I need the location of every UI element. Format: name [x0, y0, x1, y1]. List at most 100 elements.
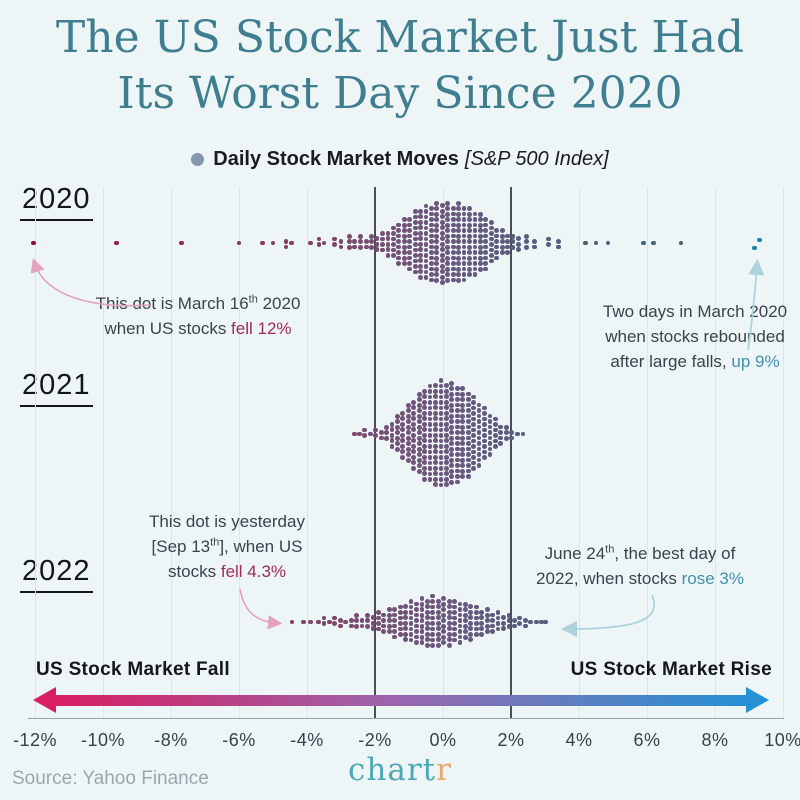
dot-2021 — [471, 394, 476, 400]
dot-2021 — [465, 452, 471, 457]
dot-2021 — [444, 476, 449, 482]
dot-2022 — [501, 620, 506, 626]
legend-detail: [S&P 500 Index] — [464, 148, 609, 170]
dot-2020 — [396, 228, 402, 233]
dot-2022 — [419, 623, 425, 629]
dot-2022 — [414, 623, 419, 629]
dot-2020 — [467, 272, 472, 278]
dot-2020 — [461, 239, 467, 244]
dot-2020 — [331, 242, 337, 247]
note-text: th — [248, 293, 258, 306]
dot-2020 — [429, 266, 434, 272]
dot-2022 — [354, 612, 360, 618]
dot-2020 — [380, 247, 385, 253]
dot-2020 — [467, 261, 472, 267]
dot-2021 — [433, 471, 438, 477]
dot-2022 — [430, 637, 436, 643]
dot-2020 — [450, 255, 456, 261]
dot-2021 — [444, 438, 449, 444]
dot-2022 — [446, 626, 452, 632]
dot-2022 — [435, 598, 441, 604]
dot-2022 — [392, 618, 398, 623]
tick-label--6: -6% — [222, 730, 256, 750]
dot-2020 — [494, 228, 500, 233]
dot-2020 — [390, 253, 396, 258]
dot-2021 — [416, 413, 422, 419]
dot-2020 — [439, 280, 445, 286]
dot-2022 — [430, 626, 436, 632]
tick-label--8: -8% — [154, 730, 188, 750]
dot-2020 — [450, 250, 456, 255]
dot-2022 — [403, 615, 408, 621]
dot-2021 — [438, 471, 444, 477]
dot-2020 — [434, 206, 440, 212]
dot-2020 — [418, 219, 423, 225]
dot-2021 — [514, 431, 520, 437]
dot-2020 — [418, 236, 423, 242]
dot-2021 — [503, 430, 509, 436]
dot-2022 — [392, 612, 398, 618]
dot-2020 — [369, 233, 374, 239]
dot-2020 — [450, 206, 456, 211]
dot-2020 — [478, 244, 483, 250]
dot-2022 — [414, 612, 419, 618]
dot-2020 — [385, 236, 391, 242]
dot-2022 — [408, 632, 414, 637]
dot-2020 — [352, 239, 357, 244]
dot-2021 — [422, 410, 428, 416]
dot-2021 — [465, 413, 471, 419]
dot-2021 — [487, 424, 493, 430]
dot-2021 — [444, 399, 449, 405]
gridline--12 — [34, 187, 36, 718]
dot-2021 — [471, 433, 476, 438]
dot-2021 — [498, 441, 504, 446]
dot-2022 — [386, 623, 392, 629]
dot-2022 — [403, 631, 408, 637]
dot-2020 — [456, 200, 462, 206]
dot-2021 — [411, 443, 417, 449]
dot-2022 — [435, 609, 441, 615]
dot-2021 — [433, 388, 438, 394]
dot-2021 — [411, 410, 417, 416]
dot-2021 — [465, 397, 471, 402]
dot-2021 — [405, 402, 411, 408]
dot-2020 — [429, 250, 434, 255]
dot-2020 — [390, 247, 396, 253]
note-text: [Sep 13 — [151, 537, 211, 556]
dot-2021 — [416, 468, 422, 474]
dot-2020 — [380, 236, 385, 242]
yesterday-note: This dot is yesterday [Sep 13th], when US… — [149, 509, 305, 584]
title-line-1: The US Stock Market Just Had — [55, 12, 745, 63]
dot-2022 — [473, 626, 479, 632]
dot-2021 — [438, 389, 444, 394]
dot-2021 — [460, 386, 466, 392]
dot-2021 — [492, 438, 498, 444]
dot-2021 — [411, 399, 417, 405]
dot-2022 — [397, 615, 403, 621]
dot-2021 — [449, 441, 455, 447]
dot-2020 — [352, 244, 357, 250]
dot-2020 — [505, 244, 510, 250]
title-line-2: Its Worst Day Since 2020 — [117, 68, 683, 119]
dot-2021 — [454, 479, 460, 485]
dot-2021 — [498, 430, 504, 435]
dot-2021 — [471, 411, 476, 416]
dot-2021 — [471, 427, 476, 433]
dot-2021 — [449, 452, 455, 458]
dot-2022 — [424, 631, 430, 637]
dot-2022 — [468, 631, 474, 637]
dot-2020 — [423, 275, 429, 280]
dot-2020 — [467, 250, 472, 256]
dot-2021 — [476, 408, 482, 413]
dot-2020 — [423, 242, 429, 247]
dot-2020 — [450, 233, 456, 239]
dot-2021 — [460, 419, 466, 425]
dot-2022 — [479, 620, 485, 626]
dot-2021 — [471, 400, 476, 405]
dot-2021 — [411, 416, 417, 422]
dot-2021 — [444, 460, 449, 466]
dot-2021 — [465, 419, 471, 424]
dot-2021 — [482, 427, 487, 433]
dot-2022 — [468, 615, 474, 621]
dot-2020 — [418, 269, 423, 275]
